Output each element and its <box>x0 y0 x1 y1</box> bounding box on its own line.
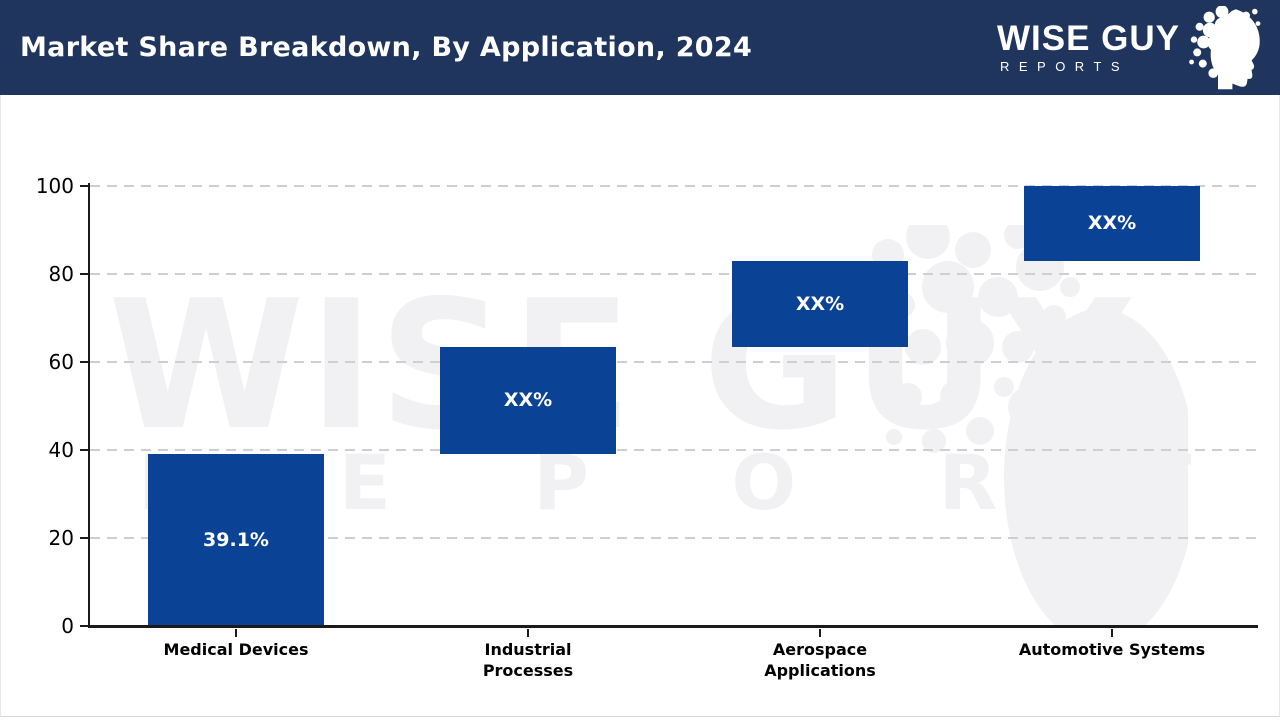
logo-wordmark: WISE GUY <box>996 19 1180 58</box>
x-label-line: Medical Devices <box>163 640 309 659</box>
y-tick-0 <box>80 625 88 627</box>
x-tick-0 <box>235 629 237 637</box>
x-tick-1 <box>527 629 529 637</box>
plot-area: 39.1% Medical Devices XX% Industrial Process… <box>90 185 1258 680</box>
bar-industrial-processes: XX% <box>440 346 616 454</box>
y-tick-80 <box>80 273 88 275</box>
bar-aerospace-applications: XX% <box>732 260 908 347</box>
bar-value-label: XX% <box>1087 212 1137 235</box>
bar-automotive-systems: XX% <box>1024 186 1200 261</box>
bar-value-label: XX% <box>503 389 553 412</box>
wiseguy-logo: WISE GUY REPORTS <box>997 5 1266 90</box>
chart-title: Market Share Breakdown, By Application, … <box>20 32 753 63</box>
gridline-100 <box>90 185 1258 187</box>
gridline-40 <box>90 449 1258 451</box>
gridline-20 <box>90 537 1258 539</box>
x-label-line: Automotive Systems <box>1018 640 1206 659</box>
y-tick-40 <box>80 449 88 451</box>
y-tick-100 <box>80 185 88 187</box>
y-tick-label-0: 0 <box>61 614 74 638</box>
logo-head-icon <box>1189 5 1261 89</box>
logo-subtitle: REPORTS <box>999 59 1130 74</box>
x-label-1: Industrial Processes <box>483 639 573 681</box>
x-label-line: Industrial <box>484 640 572 659</box>
header-bar: Market Share Breakdown, By Application, … <box>0 0 1280 95</box>
gridline-60 <box>90 361 1258 363</box>
x-tick-2 <box>819 629 821 637</box>
x-axis-line <box>88 625 1258 628</box>
figure-border-bottom <box>0 716 1280 717</box>
y-axis-line <box>88 183 90 627</box>
y-tick-20 <box>80 537 88 539</box>
x-label-line: Applications <box>764 661 876 680</box>
x-label-line: Processes <box>482 661 574 680</box>
y-tick-label-40: 40 <box>48 438 74 462</box>
y-tick-label-80: 80 <box>48 262 74 286</box>
gridline-80 <box>90 273 1258 275</box>
x-label-0: Medical Devices <box>164 639 309 660</box>
bar-medical-devices: 39.1% <box>148 453 324 626</box>
x-label-3: Automotive Systems <box>1019 639 1205 660</box>
x-tick-3 <box>1111 629 1113 637</box>
figure-border-left <box>0 95 1 717</box>
logo-text: WISE GUY REPORTS <box>997 21 1180 74</box>
y-tick-60 <box>80 361 88 363</box>
y-tick-label-100: 100 <box>35 174 74 198</box>
y-tick-label-60: 60 <box>48 350 74 374</box>
bar-value-label: XX% <box>795 292 845 315</box>
x-label-2: Aerospace Applications <box>764 639 876 681</box>
bar-value-label: 39.1% <box>203 528 269 551</box>
y-tick-label-20: 20 <box>48 526 74 550</box>
x-label-line: Aerospace <box>772 640 868 659</box>
